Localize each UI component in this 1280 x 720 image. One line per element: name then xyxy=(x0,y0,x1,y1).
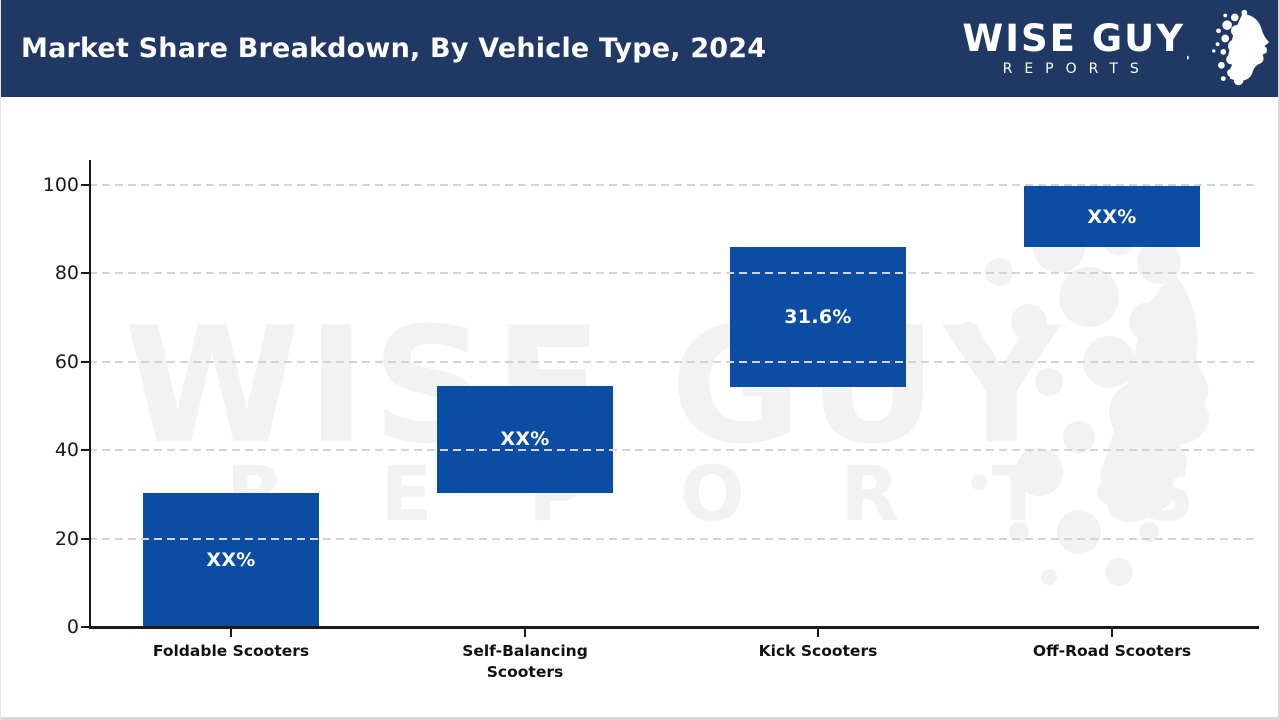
watermark-head-graphic xyxy=(959,219,1209,586)
gridline-80 xyxy=(89,272,1259,275)
bar-value-label: XX% xyxy=(1087,205,1137,228)
y-tick-label: 80 xyxy=(54,262,79,285)
y-tick-label: 0 xyxy=(66,616,79,638)
logo-head-icon xyxy=(1187,9,1270,85)
x-category-label: Foldable Scooters xyxy=(152,642,310,660)
page-title: Market Share Breakdown, By Vehicle Type,… xyxy=(21,33,767,64)
y-tick-label: 100 xyxy=(42,173,79,196)
bar-value-label: XX% xyxy=(500,428,550,451)
gridline-60 xyxy=(89,360,1259,363)
bar-0: XX% xyxy=(143,492,319,627)
bar-1: XX% xyxy=(437,386,613,493)
y-tick-label: 40 xyxy=(54,439,79,462)
y-tick xyxy=(81,360,89,363)
y-tick xyxy=(81,537,89,540)
x-tick xyxy=(524,629,526,637)
gridline-100 xyxy=(89,183,1259,186)
y-tick xyxy=(81,272,89,275)
logo-wordmark: WISE GUY xyxy=(962,17,1185,61)
bar-2: 31.6% xyxy=(730,247,906,388)
y-tick xyxy=(81,183,89,186)
wiseguy-logo: WISE GUY REPORTS xyxy=(962,6,1278,92)
bar-value-label: 31.6% xyxy=(784,306,852,329)
y-tick-label: 60 xyxy=(54,350,79,373)
gridline-40 xyxy=(89,449,1259,452)
y-tick xyxy=(81,449,89,452)
x-category-label: Kick Scooters xyxy=(758,642,878,660)
y-axis-line xyxy=(89,160,91,629)
logo-subtext: REPORTS xyxy=(1002,60,1151,77)
header-band: Market Share Breakdown, By Vehicle Type,… xyxy=(1,0,1278,97)
x-category-label: Off-Road Scooters xyxy=(1032,642,1192,660)
chart-area: WISE GUY REPORTS XX%XX%31.6%XX% 02040608… xyxy=(1,97,1278,717)
x-axis-line xyxy=(89,626,1259,629)
x-category-label: Self-Balancing Scooters xyxy=(462,642,588,681)
x-tick xyxy=(817,629,819,637)
x-tick xyxy=(230,629,232,637)
logo-wordmark-block: WISE GUY REPORTS xyxy=(962,17,1185,77)
y-tick-label: 20 xyxy=(54,527,79,550)
bar-3: XX% xyxy=(1024,186,1200,248)
x-tick xyxy=(1111,629,1113,637)
bar-value-label: XX% xyxy=(206,548,256,571)
gridline-20 xyxy=(89,537,1259,540)
y-tick xyxy=(81,626,89,628)
